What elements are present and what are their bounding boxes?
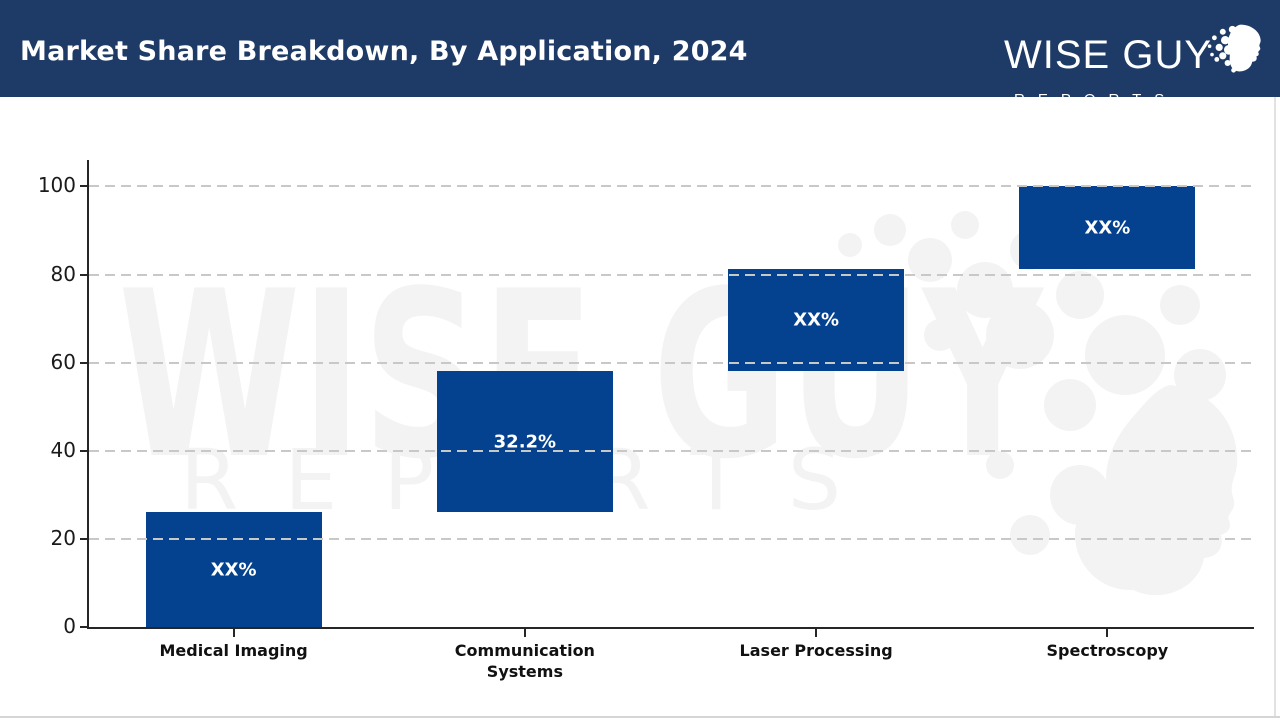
y-tick-40 [80,449,88,452]
brand-subtitle: REPORTS [1014,91,1178,108]
gridline-20 [89,537,1253,540]
gridline-80 [89,273,1253,276]
y-tick-label-40: 40 [50,437,76,462]
image-right-border [1274,97,1276,716]
y-axis-line [87,160,89,629]
y-tick-100 [80,185,88,188]
gridline-40 [89,449,1253,452]
y-tick-0 [80,626,88,628]
x-tick-1 [523,629,526,637]
brand-face-icon [1207,24,1261,73]
brand-name: WISE GUY [1004,33,1213,77]
y-tick-20 [80,537,88,540]
bar-value-label-0: XX% [210,559,257,581]
gridline-60 [89,361,1253,364]
bar-value-label-3: XX% [1084,217,1131,239]
category-label-2: Laser Processing [739,641,893,660]
bar-value-label-2: XX% [793,309,840,331]
y-tick-label-20: 20 [50,525,76,550]
x-tick-2 [815,629,818,637]
y-tick-label-100: 100 [37,173,76,198]
brand-logo: WISE GUY [1004,10,1266,108]
y-tick-60 [80,361,88,364]
y-tick-label-0: 0 [63,614,76,638]
category-label-0: Medical Imaging [159,641,308,660]
x-axis-line [87,627,1254,629]
header-bar: Market Share Breakdown, By Application, … [0,0,1280,108]
x-tick-0 [232,629,235,637]
gridline-100 [89,185,1253,188]
category-label-1: Communication Systems [454,641,595,681]
category-label-3: Spectroscopy [1046,641,1169,660]
chart-title: Market Share Breakdown, By Application, … [20,36,748,67]
y-tick-label-60: 60 [50,349,76,374]
bar-value-label-1: 32.2% [493,431,557,453]
y-tick-label-80: 80 [50,261,76,286]
bar-0 [145,512,322,627]
x-tick-3 [1106,629,1109,637]
image-bottom-border [0,716,1280,718]
y-tick-80 [80,273,88,276]
bar-1 [436,370,613,513]
